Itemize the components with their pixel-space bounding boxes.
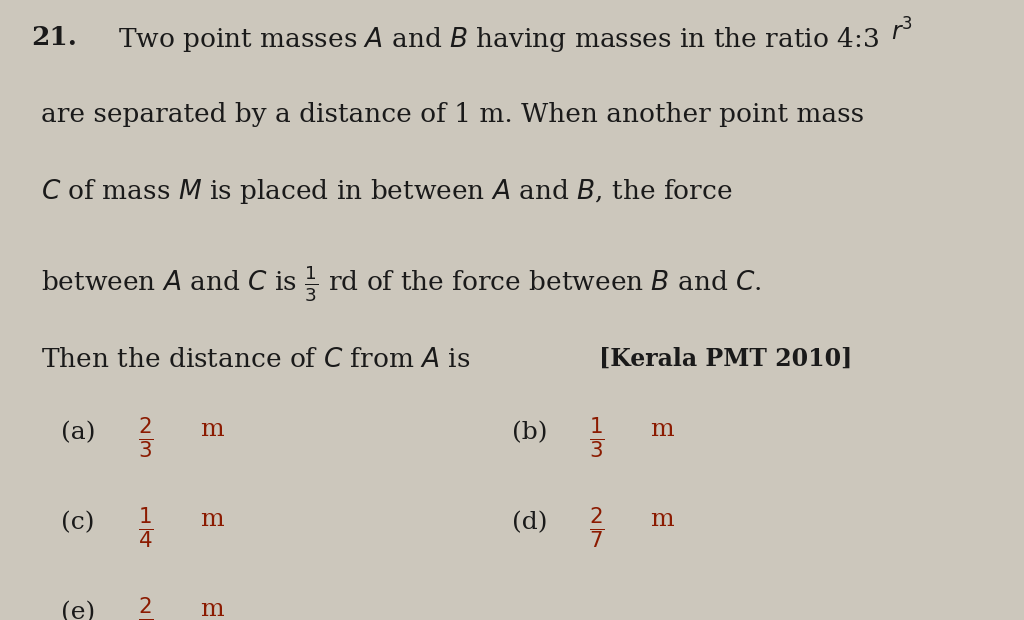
Text: $r^3$: $r^3$ xyxy=(891,19,912,46)
Text: m: m xyxy=(200,418,223,441)
Text: between $A$ and $C$ is $\frac{1}{3}$ rd of the force between $B$ and $C$.: between $A$ and $C$ is $\frac{1}{3}$ rd … xyxy=(41,264,762,304)
Text: $C$ of mass $M$ is placed in between $A$ and $B$, the force: $C$ of mass $M$ is placed in between $A$… xyxy=(41,177,732,206)
Text: Then the distance of $C$ from $A$ is: Then the distance of $C$ from $A$ is xyxy=(41,347,470,372)
Text: m: m xyxy=(200,598,223,620)
Text: m: m xyxy=(650,508,674,531)
Text: (a): (a) xyxy=(61,422,96,445)
Text: (e): (e) xyxy=(61,601,95,620)
Text: [Kerala PMT 2010]: [Kerala PMT 2010] xyxy=(599,347,852,371)
Text: $\frac{2}{7}$: $\frac{2}{7}$ xyxy=(589,505,604,551)
Text: $\frac{2}{5}$: $\frac{2}{5}$ xyxy=(138,595,154,620)
Text: (d): (d) xyxy=(512,512,548,534)
Text: 21.: 21. xyxy=(31,25,77,50)
Text: $\frac{1}{3}$: $\frac{1}{3}$ xyxy=(589,415,604,461)
Text: (c): (c) xyxy=(61,512,95,534)
Text: (b): (b) xyxy=(512,422,548,445)
Text: $\frac{2}{3}$: $\frac{2}{3}$ xyxy=(138,415,154,461)
Text: m: m xyxy=(200,508,223,531)
Text: are separated by a distance of 1 m. When another point mass: are separated by a distance of 1 m. When… xyxy=(41,102,864,127)
Text: m: m xyxy=(650,418,674,441)
Text: Two point masses $A$ and $B$ having masses in the ratio 4:3: Two point masses $A$ and $B$ having mass… xyxy=(118,25,879,54)
Text: $\frac{1}{4}$: $\frac{1}{4}$ xyxy=(138,505,154,551)
